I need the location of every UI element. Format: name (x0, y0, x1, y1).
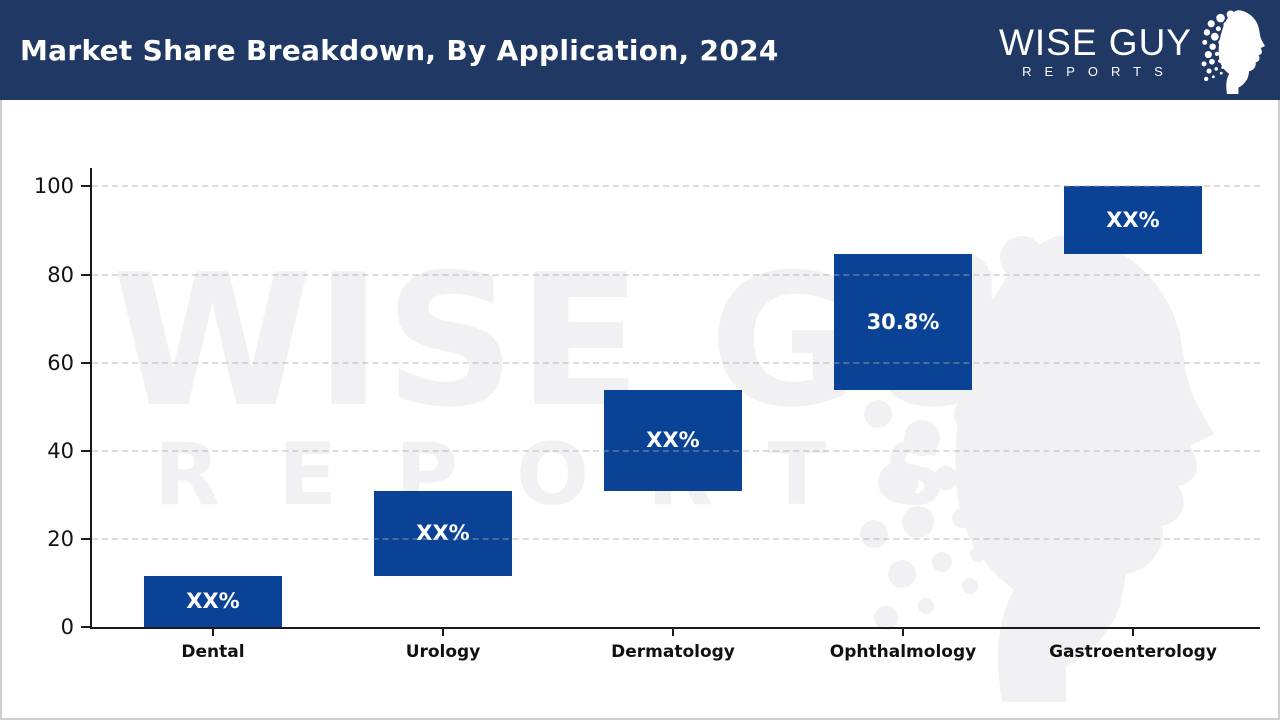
wiseguy-logo: WISE GUY REPORTS (999, 8, 1270, 94)
wiseguy-logo-line1: WISE GUY (998, 22, 1192, 63)
x-tick-mark (902, 629, 904, 636)
wiseguy-logo-text: WISE GUY REPORTS (999, 24, 1192, 78)
bar-label: XX% (416, 521, 470, 546)
gridline-60 (92, 361, 1260, 364)
y-tick-label: 100 (33, 174, 74, 199)
chart-area: WISE GUY REPORTS XX% XX% XX% 30.8% XX% 0 20 40 6… (0, 100, 1280, 720)
y-tick-mark (81, 537, 90, 540)
x-tick-mark (212, 629, 214, 636)
wiseguy-logo-line2: REPORTS (1022, 64, 1176, 79)
bar-ophthalmology: 30.8% (834, 254, 972, 390)
gridline-40 (92, 449, 1260, 452)
bar-label: XX% (186, 589, 240, 614)
gridline-20 (92, 537, 1260, 540)
x-axis-label: Gastroenterology (1049, 642, 1217, 662)
x-tick-mark (672, 629, 674, 636)
x-tick-mark (442, 629, 444, 636)
bar-gastroenterology: XX% (1064, 186, 1202, 255)
bar-label: XX% (646, 428, 700, 453)
x-axis-label: Urology (405, 642, 481, 662)
header-bar: Market Share Breakdown, By Application, … (0, 0, 1280, 100)
plot-area: XX% XX% XX% 30.8% XX% 0 20 40 60 80 100 Dental Urolo… (34, 168, 1260, 662)
y-tick-mark (81, 449, 90, 452)
y-tick-label: 60 (47, 350, 74, 375)
y-tick-label: 0 (60, 615, 74, 639)
y-tick-mark (81, 185, 90, 188)
bar-label: XX% (1106, 208, 1160, 233)
gridline-100 (92, 185, 1260, 188)
gridline-80 (92, 273, 1260, 276)
x-axis-spine (90, 627, 1260, 629)
y-tick-mark (81, 273, 90, 276)
watermark-text-line2: REPORTS (154, 425, 1005, 525)
bar-urology: XX% (374, 490, 512, 576)
bar-dermatology: XX% (604, 389, 742, 491)
x-axis-label: Ophthalmology (829, 642, 977, 662)
y-axis-spine (90, 168, 92, 629)
x-tick-mark (1132, 629, 1134, 636)
wiseguy-head-logo-icon (1194, 8, 1270, 94)
y-tick-label: 80 (47, 262, 74, 287)
bar-dental: XX% (144, 575, 282, 627)
y-tick-mark (81, 361, 90, 364)
y-tick-label: 20 (47, 526, 74, 551)
y-tick-mark (81, 626, 90, 628)
page-title: Market Share Breakdown, By Application, … (20, 34, 779, 67)
x-axis-label: Dental (181, 642, 245, 662)
y-tick-label: 40 (47, 438, 74, 463)
bar-label: 30.8% (866, 310, 940, 335)
x-axis-label: Dermatology (611, 642, 735, 662)
